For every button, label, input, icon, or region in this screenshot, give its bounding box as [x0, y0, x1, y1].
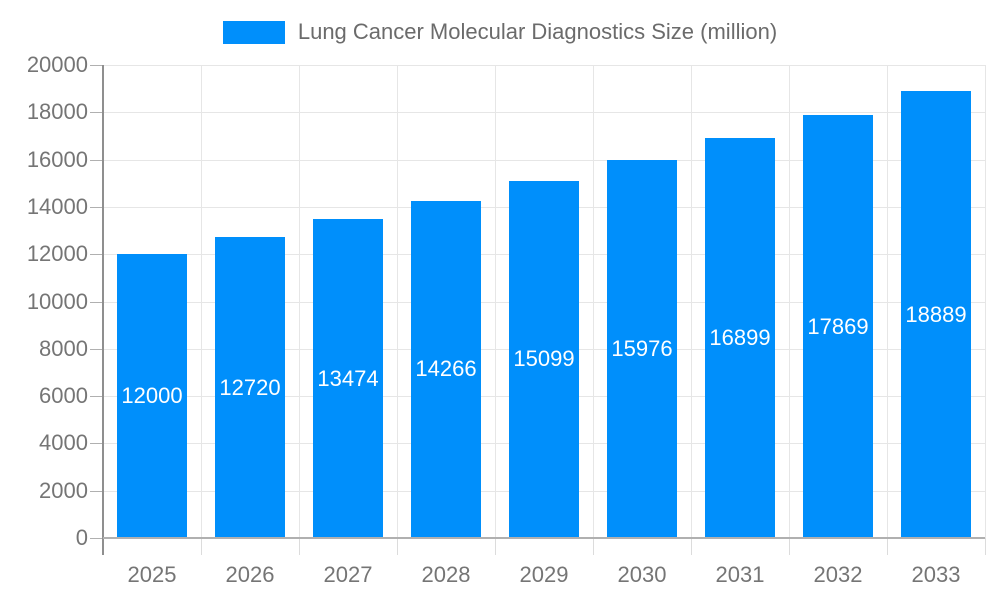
bar-value-label: 13474: [317, 365, 379, 391]
bar-value-label: 12000: [121, 383, 183, 409]
bar-2031[interactable]: 16899: [705, 138, 775, 538]
x-gridline: [397, 65, 398, 538]
x-axis-tick: [593, 538, 594, 555]
bar-2028[interactable]: 14266: [411, 200, 481, 538]
y-axis-label: 12000: [26, 241, 88, 267]
y-axis-tick: [90, 159, 103, 161]
x-axis-label-2033: 2033: [911, 562, 961, 587]
y-axis-label: 16000: [26, 146, 88, 172]
x-axis-label-2028: 2028: [421, 562, 471, 587]
bar-value-label: 15099: [513, 346, 575, 372]
x-axis-label-2032: 2032: [813, 562, 863, 587]
y-axis-label: 4000: [39, 430, 88, 456]
x-axis-label-2027: 2027: [323, 562, 373, 587]
x-gridline: [789, 65, 790, 538]
x-axis-tick: [397, 538, 398, 555]
y-axis-tick: [90, 65, 103, 66]
bar-2030[interactable]: 15976: [607, 160, 677, 538]
y-gridline: [103, 112, 985, 114]
y-axis-line: [102, 65, 104, 555]
x-axis-line: [103, 537, 985, 539]
y-axis-tick: [90, 348, 103, 350]
legend-label: Lung Cancer Molecular Diagnostics Size (…: [297, 19, 778, 44]
x-axis-tick: [201, 538, 202, 555]
bar-value-label: 17869: [807, 313, 869, 339]
y-axis-tick: [90, 443, 103, 445]
bar-2026[interactable]: 12720: [215, 237, 285, 538]
y-axis-tick: [90, 112, 103, 114]
x-gridline: [299, 65, 300, 538]
y-axis-label: 6000: [39, 383, 88, 409]
y-axis-label: 20000: [26, 52, 88, 77]
bar-value-label: 16899: [709, 325, 771, 351]
y-axis-tick: [90, 206, 103, 208]
bar-2032[interactable]: 17869: [803, 115, 873, 538]
legend[interactable]: Lung Cancer Molecular Diagnostics Size (…: [0, 14, 1000, 50]
x-axis-tick: [789, 538, 790, 555]
x-axis-label-2030: 2030: [617, 562, 667, 587]
y-axis-label: 8000: [39, 335, 88, 361]
x-gridline: [495, 65, 496, 538]
y-axis-tick: [90, 396, 103, 398]
y-axis-tick: [90, 538, 103, 539]
x-axis-tick: [985, 538, 986, 555]
y-gridline: [103, 159, 985, 161]
x-gridline: [985, 65, 986, 538]
x-axis-tick: [495, 538, 496, 555]
x-gridline: [593, 65, 594, 538]
legend-swatch-icon: [222, 20, 285, 44]
bar-value-label: 15976: [611, 336, 673, 362]
y-axis-tick: [90, 301, 103, 303]
y-gridline: [103, 65, 985, 66]
x-axis-tick: [299, 538, 300, 555]
x-axis-tick: [691, 538, 692, 555]
bar-value-label: 12720: [219, 374, 281, 400]
bar-2033[interactable]: 18889: [901, 91, 971, 538]
x-axis-tick: [887, 538, 888, 555]
y-axis-label: 0: [75, 525, 88, 550]
y-axis-tick: [90, 490, 103, 492]
x-gridline: [887, 65, 888, 538]
x-gridline: [691, 65, 692, 538]
bar-value-label: 18889: [905, 301, 967, 327]
x-axis-label-2029: 2029: [519, 562, 569, 587]
x-axis-label-2031: 2031: [715, 562, 765, 587]
y-axis-tick: [90, 254, 103, 256]
bar-value-label: 14266: [415, 356, 477, 382]
y-axis-label: 10000: [26, 288, 88, 314]
y-axis-label: 2000: [39, 477, 88, 503]
y-axis-label: 18000: [26, 99, 88, 125]
x-gridline: [201, 65, 202, 538]
bar-2029[interactable]: 15099: [509, 180, 579, 538]
y-axis-label: 14000: [26, 193, 88, 219]
x-axis-label-2025: 2025: [127, 562, 177, 587]
bar-2027[interactable]: 13474: [313, 219, 383, 538]
bar-2025[interactable]: 12000: [117, 254, 187, 538]
x-axis-label-2026: 2026: [225, 562, 275, 587]
